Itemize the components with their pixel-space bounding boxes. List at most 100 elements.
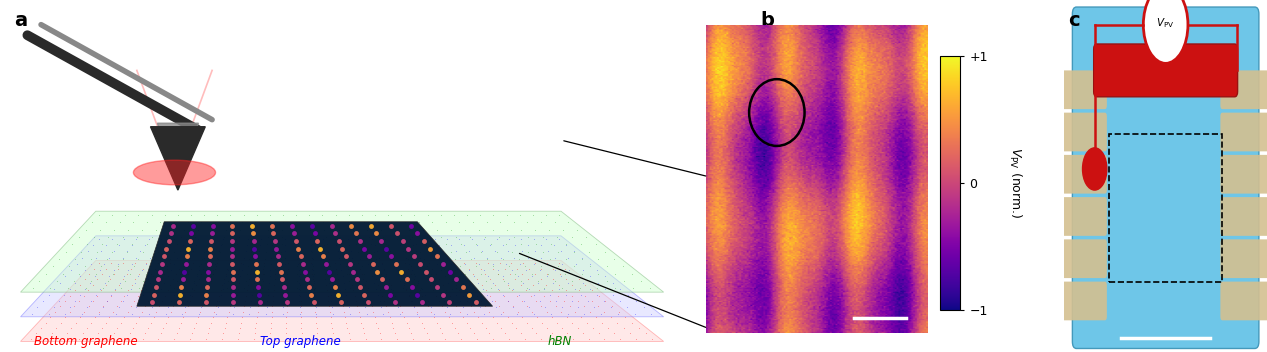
Point xyxy=(551,249,571,254)
Point xyxy=(251,282,271,288)
Point xyxy=(571,292,592,298)
Point xyxy=(594,336,614,341)
Point xyxy=(247,309,267,315)
Point xyxy=(189,277,209,282)
Point xyxy=(487,236,507,242)
Point xyxy=(286,256,307,262)
Point xyxy=(133,292,153,298)
Point xyxy=(412,293,432,298)
Point xyxy=(47,278,67,284)
Point xyxy=(329,261,350,267)
Point xyxy=(445,256,465,262)
Point xyxy=(151,286,171,291)
Point xyxy=(560,303,580,309)
Point xyxy=(276,331,296,336)
Point xyxy=(144,256,165,262)
Point xyxy=(81,278,101,284)
Point xyxy=(478,260,498,266)
Point xyxy=(188,314,208,320)
Point xyxy=(186,271,207,277)
Point xyxy=(120,303,141,309)
Point xyxy=(43,264,63,269)
Point xyxy=(144,287,165,293)
Point xyxy=(208,304,228,310)
Point xyxy=(289,266,309,271)
Point xyxy=(242,260,262,266)
Point xyxy=(274,286,294,291)
Point xyxy=(323,331,343,336)
Point xyxy=(80,271,100,277)
Point xyxy=(274,298,294,304)
Point xyxy=(245,280,265,285)
Point xyxy=(81,298,101,304)
Point xyxy=(260,267,280,273)
Point xyxy=(101,236,122,242)
Point xyxy=(213,331,233,336)
Point xyxy=(585,314,606,320)
Point xyxy=(533,234,554,240)
Point xyxy=(450,287,470,293)
Point xyxy=(91,249,111,254)
Point xyxy=(471,271,492,277)
Point xyxy=(364,249,384,254)
Point xyxy=(313,236,333,242)
Point xyxy=(125,277,146,282)
Point xyxy=(367,282,388,288)
Point xyxy=(151,236,171,242)
Point xyxy=(247,261,267,267)
Point xyxy=(76,227,96,232)
Point xyxy=(290,271,310,277)
Point xyxy=(237,287,257,293)
Point xyxy=(392,241,412,247)
Point xyxy=(33,298,53,304)
Point xyxy=(318,274,338,279)
Point xyxy=(20,336,41,341)
Point xyxy=(80,280,100,285)
Point xyxy=(502,287,522,293)
Point xyxy=(127,255,147,260)
Point xyxy=(98,234,118,240)
Point xyxy=(493,292,513,298)
Point xyxy=(450,298,470,304)
Point xyxy=(506,243,526,248)
Point xyxy=(72,331,92,336)
Point xyxy=(122,243,142,248)
Point xyxy=(411,286,431,291)
Point xyxy=(46,325,66,331)
Circle shape xyxy=(1143,0,1188,63)
Point xyxy=(525,227,545,232)
Point xyxy=(594,249,614,254)
Point xyxy=(150,278,170,284)
Point xyxy=(555,292,575,298)
Point xyxy=(125,320,146,325)
Point xyxy=(91,287,111,293)
Point xyxy=(522,274,542,279)
Point xyxy=(441,243,461,248)
Point xyxy=(466,243,487,248)
Point xyxy=(271,249,291,254)
Point xyxy=(432,331,452,336)
Point xyxy=(307,331,327,336)
Point xyxy=(584,304,604,310)
Point xyxy=(56,274,76,279)
Point xyxy=(403,336,423,341)
Point xyxy=(51,320,71,325)
Point xyxy=(457,286,478,291)
Point xyxy=(404,304,424,310)
Point xyxy=(504,234,525,240)
Point xyxy=(381,219,402,225)
Point xyxy=(419,274,440,279)
Point xyxy=(124,298,144,304)
Point xyxy=(157,287,177,293)
Point xyxy=(179,249,199,254)
Point xyxy=(174,282,194,288)
Point xyxy=(226,249,246,254)
Point xyxy=(163,292,184,298)
Point xyxy=(504,255,525,260)
Point xyxy=(150,303,170,309)
Point xyxy=(437,271,457,277)
Point xyxy=(258,280,279,285)
Point xyxy=(634,304,654,310)
Point xyxy=(182,249,203,254)
Point xyxy=(180,292,200,298)
